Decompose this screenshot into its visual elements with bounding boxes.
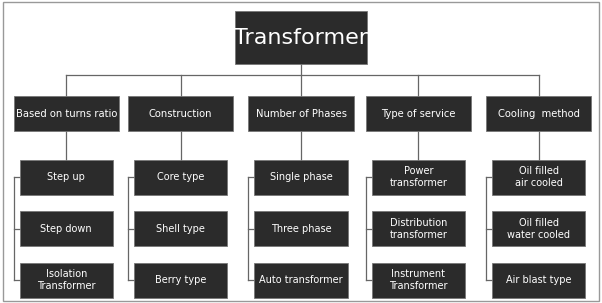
FancyBboxPatch shape: [128, 96, 233, 131]
Text: Oil filled
air cooled: Oil filled air cooled: [515, 166, 563, 188]
FancyBboxPatch shape: [371, 263, 465, 298]
Text: Construction: Construction: [149, 108, 213, 119]
Text: Oil filled
water cooled: Oil filled water cooled: [507, 218, 570, 240]
FancyBboxPatch shape: [492, 211, 586, 246]
FancyBboxPatch shape: [134, 160, 227, 195]
FancyBboxPatch shape: [365, 96, 471, 131]
Text: Based on turns ratio: Based on turns ratio: [16, 108, 117, 119]
Text: Distribution
transformer: Distribution transformer: [389, 218, 447, 240]
Text: Step down: Step down: [40, 224, 92, 234]
Text: Berry type: Berry type: [155, 275, 206, 285]
Text: Single phase: Single phase: [270, 172, 332, 182]
Text: Auto transformer: Auto transformer: [259, 275, 343, 285]
Text: Isolation
Transformer: Isolation Transformer: [37, 269, 96, 291]
Text: Three phase: Three phase: [271, 224, 331, 234]
FancyBboxPatch shape: [134, 211, 227, 246]
FancyBboxPatch shape: [254, 211, 348, 246]
FancyBboxPatch shape: [19, 211, 113, 246]
FancyBboxPatch shape: [492, 263, 586, 298]
Text: Transformer: Transformer: [234, 28, 368, 48]
Text: Step up: Step up: [48, 172, 85, 182]
Text: Power
transformer: Power transformer: [389, 166, 447, 188]
FancyBboxPatch shape: [134, 263, 227, 298]
FancyBboxPatch shape: [371, 160, 465, 195]
Text: Type of service: Type of service: [381, 108, 456, 119]
FancyBboxPatch shape: [19, 160, 113, 195]
FancyBboxPatch shape: [254, 160, 348, 195]
FancyBboxPatch shape: [486, 96, 591, 131]
FancyBboxPatch shape: [235, 11, 367, 65]
FancyBboxPatch shape: [254, 263, 348, 298]
FancyBboxPatch shape: [492, 160, 586, 195]
Text: Core type: Core type: [157, 172, 204, 182]
Text: Instrument
Transformer: Instrument Transformer: [389, 269, 448, 291]
FancyBboxPatch shape: [371, 211, 465, 246]
FancyBboxPatch shape: [19, 263, 113, 298]
Text: Shell type: Shell type: [156, 224, 205, 234]
FancyBboxPatch shape: [248, 96, 353, 131]
Text: Cooling  method: Cooling method: [498, 108, 580, 119]
FancyBboxPatch shape: [14, 96, 119, 131]
Text: Number of Phases: Number of Phases: [255, 108, 347, 119]
Text: Air blast type: Air blast type: [506, 275, 571, 285]
